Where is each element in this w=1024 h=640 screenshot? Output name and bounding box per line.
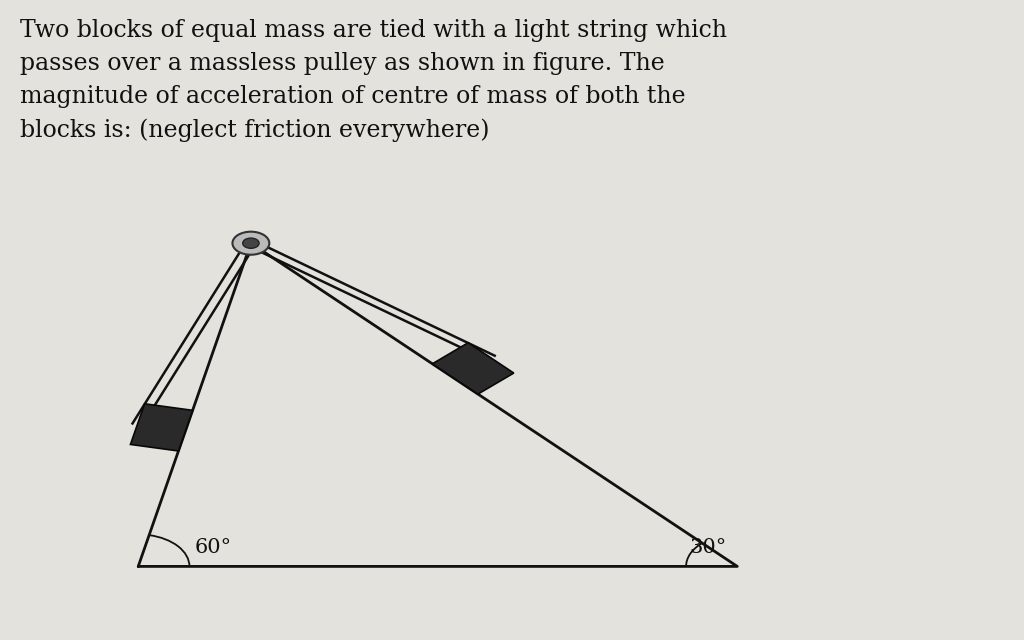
Polygon shape: [432, 343, 514, 394]
Text: Two blocks of equal mass are tied with a light string which
passes over a massle: Two blocks of equal mass are tied with a…: [20, 19, 727, 141]
Circle shape: [232, 232, 269, 255]
Polygon shape: [130, 404, 193, 451]
Circle shape: [243, 238, 259, 248]
Text: 60°: 60°: [195, 538, 231, 557]
Text: 30°: 30°: [690, 538, 727, 557]
